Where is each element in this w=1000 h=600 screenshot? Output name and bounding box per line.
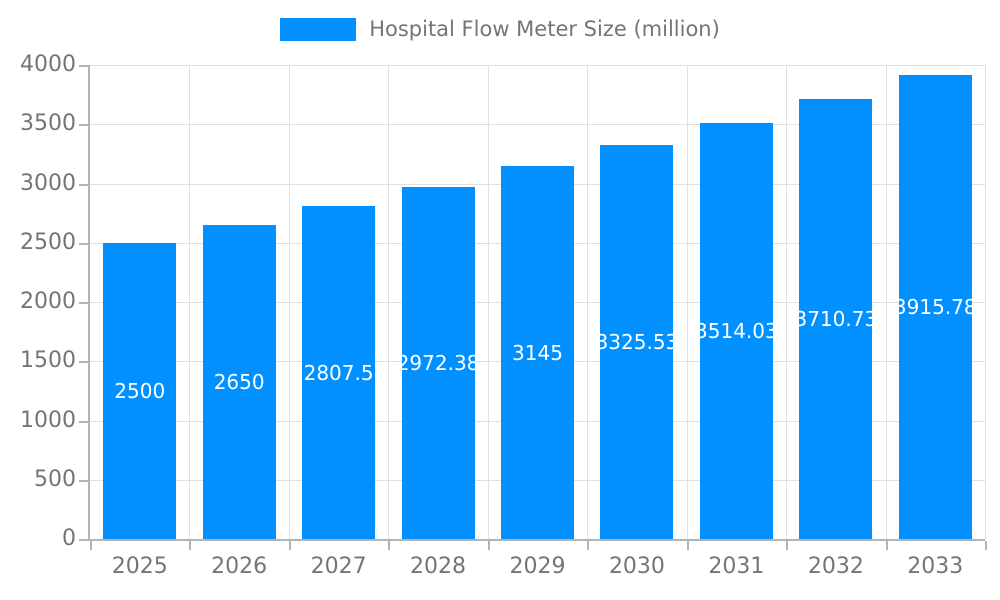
legend-label: Hospital Flow Meter Size (million) <box>369 17 720 41</box>
bar-value-label: 3145 <box>512 340 563 365</box>
bar-value-label: 3514.03 <box>699 318 773 343</box>
x-gridline <box>288 65 290 539</box>
bar-2033[interactable]: 3915.78 <box>898 74 972 539</box>
y-axis-tick <box>79 539 88 541</box>
y-axis-tick-label: 2000 <box>20 289 76 314</box>
x-axis-tick <box>587 541 590 550</box>
y-gridline <box>90 124 985 126</box>
bar-value-label: 3710.73 <box>799 307 873 332</box>
x-axis-tick-label: 2028 <box>410 554 467 579</box>
bar-2032[interactable]: 3710.73 <box>799 99 873 539</box>
plot-area: 2500 2650 2807.5 2972.38 3145 3325.53 3514.03 3… <box>79 65 987 550</box>
x-gridline <box>388 65 390 539</box>
bar-value-label: 3325.53 <box>600 329 674 354</box>
y-axis-tick-label: 0 <box>62 526 76 551</box>
x-axis-tick <box>487 541 490 550</box>
y-axis-tick <box>79 302 88 304</box>
bar-2028[interactable]: 2972.38 <box>401 186 475 539</box>
legend-item[interactable]: Hospital Flow Meter Size (million) <box>0 18 1000 41</box>
x-axis-tick-label: 2025 <box>111 554 168 579</box>
x-axis-tick <box>90 541 92 550</box>
bar-value-label: 2650 <box>213 369 265 394</box>
x-gridline <box>487 65 489 539</box>
x-axis-tick-label: 2031 <box>708 554 765 579</box>
x-gridline <box>686 65 688 539</box>
y-axis-tick <box>79 183 88 186</box>
y-axis-tick-label: 1500 <box>20 348 76 374</box>
x-gridline <box>985 65 986 539</box>
y-axis-tick <box>79 479 88 482</box>
x-axis-tick <box>388 541 391 550</box>
y-axis-tick-label: 3000 <box>20 170 76 196</box>
y-axis-tick <box>79 242 88 245</box>
bar-value-label: 2807.5 <box>303 360 374 385</box>
bar-2030[interactable]: 3325.53 <box>600 144 674 539</box>
bar-value-label: 2972.38 <box>401 350 475 375</box>
x-axis-tick-label: 2030 <box>608 554 665 579</box>
bar-value-label: 2500 <box>114 378 166 403</box>
y-axis-tick-label: 2500 <box>20 229 76 255</box>
x-axis-tick <box>985 541 987 550</box>
y-axis-tick <box>79 361 88 364</box>
y-gridline <box>90 65 985 66</box>
x-gridline <box>587 65 589 539</box>
x-axis-tick <box>786 541 789 550</box>
y-axis-tick-label: 3500 <box>20 111 76 137</box>
y-axis-tick <box>79 420 88 423</box>
bar-value-label: 3915.78 <box>898 294 972 319</box>
bar-2029[interactable]: 3145 <box>501 166 574 539</box>
y-axis-tick-label: 1000 <box>20 407 76 433</box>
bar-2026[interactable]: 2650 <box>202 224 276 539</box>
x-axis-tick-label: 2032 <box>807 554 864 579</box>
bar-2031[interactable]: 3514.03 <box>699 122 773 539</box>
legend-marker-icon <box>280 18 357 41</box>
x-axis-tick <box>189 541 192 550</box>
y-axis-tick-label: 500 <box>34 466 76 492</box>
x-axis-tick <box>288 541 291 550</box>
x-gridline <box>885 65 887 539</box>
bar-2027[interactable]: 2807.5 <box>302 206 376 539</box>
bar-2025[interactable]: 2500 <box>103 242 177 539</box>
x-axis-tick-label: 2033 <box>907 554 964 579</box>
x-gridline <box>189 65 191 539</box>
x-axis-tick-label: 2027 <box>310 554 367 579</box>
x-axis-tick-label: 2026 <box>211 554 268 579</box>
x-axis-tick <box>885 541 888 550</box>
y-axis-tick <box>79 124 88 127</box>
x-axis-tick-label: 2029 <box>509 554 566 579</box>
x-gridline <box>786 65 788 539</box>
y-axis-tick <box>79 65 88 67</box>
x-axis-tick <box>686 541 689 550</box>
y-axis-tick-label: 4000 <box>20 52 76 77</box>
